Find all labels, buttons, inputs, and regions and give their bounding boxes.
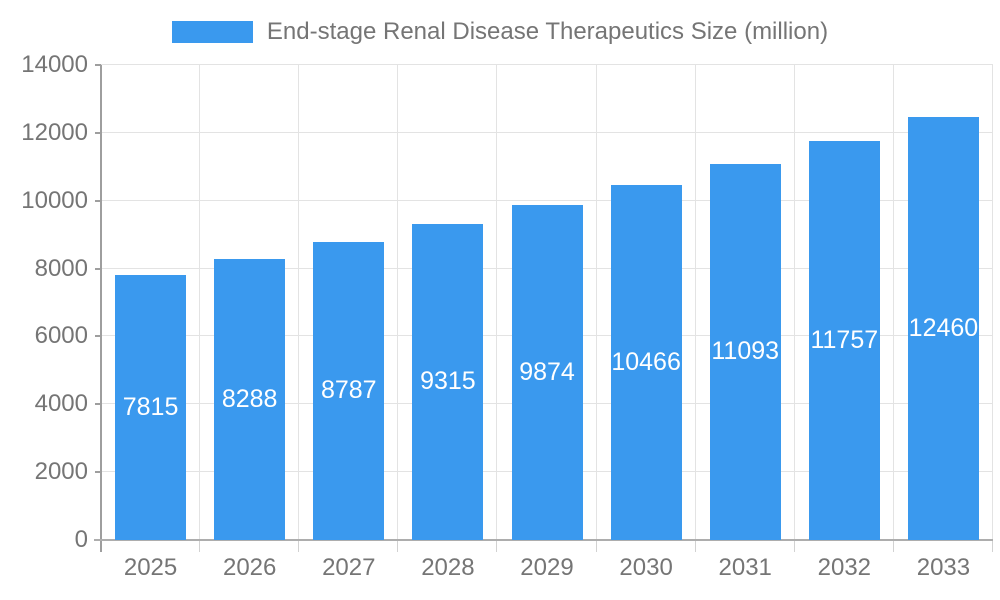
bar-2032[interactable]: 11757 xyxy=(808,141,880,540)
bar-2029[interactable]: 9874 xyxy=(511,204,583,540)
gridline-vertical xyxy=(496,65,498,540)
x-axis-tick xyxy=(595,540,597,552)
x-axis-tick-label: 2032 xyxy=(817,554,872,581)
bar-2027[interactable]: 8787 xyxy=(313,241,385,540)
gridline-vertical xyxy=(992,65,993,540)
y-axis-tick-label: 12000 xyxy=(21,118,88,146)
x-axis-tick xyxy=(199,540,201,552)
legend-swatch xyxy=(171,21,253,43)
x-axis-tick xyxy=(892,540,894,552)
x-axis-tick xyxy=(992,540,993,552)
x-axis-tick xyxy=(298,540,300,552)
gridline-vertical xyxy=(199,65,201,540)
y-axis-line xyxy=(100,65,102,552)
bar-value-label: 9874 xyxy=(519,357,575,386)
y-axis-tick-label: 14000 xyxy=(21,51,88,78)
y-axis-tick xyxy=(95,64,101,66)
gridline-vertical xyxy=(694,65,696,540)
y-axis-tick xyxy=(95,131,101,134)
gridline-vertical xyxy=(595,65,597,540)
y-axis-tick-label: 4000 xyxy=(34,390,88,418)
gridline-vertical xyxy=(892,65,894,540)
gridline-horizontal xyxy=(101,64,993,65)
gridline-horizontal xyxy=(101,199,993,201)
y-axis-tick xyxy=(95,335,101,338)
x-axis-tick xyxy=(694,540,696,552)
y-axis-tick xyxy=(95,471,101,474)
bar-value-label: 11757 xyxy=(810,326,879,355)
bar-2026[interactable]: 8288 xyxy=(214,258,286,540)
y-axis-tick xyxy=(95,199,101,202)
y-axis-tick xyxy=(95,403,101,406)
bar-value-label: 11093 xyxy=(711,337,780,366)
x-axis-tick-label: 2028 xyxy=(421,554,475,581)
gridline-horizontal xyxy=(101,131,993,133)
y-axis-tick-label: 10000 xyxy=(21,186,88,214)
y-axis-tick-label: 6000 xyxy=(34,322,88,350)
bar-2025[interactable]: 7815 xyxy=(115,274,187,540)
bar-value-label: 10466 xyxy=(611,347,681,376)
gridline-vertical xyxy=(298,65,300,540)
gridline-vertical xyxy=(793,65,795,540)
bar-value-label: 8288 xyxy=(221,384,278,413)
x-axis-tick-label: 2029 xyxy=(520,554,574,581)
y-axis-tick-label: 0 xyxy=(74,526,88,553)
x-axis-tick-label: 2026 xyxy=(222,554,277,581)
x-axis-tick xyxy=(793,540,795,552)
x-axis-line xyxy=(94,539,993,541)
bar-2030[interactable]: 10466 xyxy=(610,184,682,540)
bar-2028[interactable]: 9315 xyxy=(412,223,484,540)
x-axis-tick xyxy=(496,540,498,552)
legend-series-label: End-stage Renal Disease Therapeutics Siz… xyxy=(266,18,829,45)
y-axis-tick xyxy=(95,267,101,270)
chart-legend[interactable]: End-stage Renal Disease Therapeutics Siz… xyxy=(0,16,1000,48)
bar-value-label: 8787 xyxy=(320,376,377,405)
bar-value-label: 7815 xyxy=(122,392,179,421)
gridline-vertical xyxy=(397,65,399,540)
y-axis-tick-label: 2000 xyxy=(34,458,88,486)
y-axis-tick-label: 8000 xyxy=(34,254,88,282)
x-axis-tick-label: 2030 xyxy=(619,554,673,581)
x-axis-tick xyxy=(397,540,399,552)
bar-2031[interactable]: 11093 xyxy=(709,163,781,540)
x-axis-tick-label: 2025 xyxy=(123,554,178,581)
bar-value-label: 12460 xyxy=(908,314,979,343)
x-axis-tick-label: 2033 xyxy=(916,554,971,581)
x-axis-tick-label: 2027 xyxy=(322,554,376,581)
x-axis-tick-label: 2031 xyxy=(718,554,772,581)
bar-value-label: 9315 xyxy=(420,367,476,396)
bar-2033[interactable]: 12460 xyxy=(907,117,979,540)
